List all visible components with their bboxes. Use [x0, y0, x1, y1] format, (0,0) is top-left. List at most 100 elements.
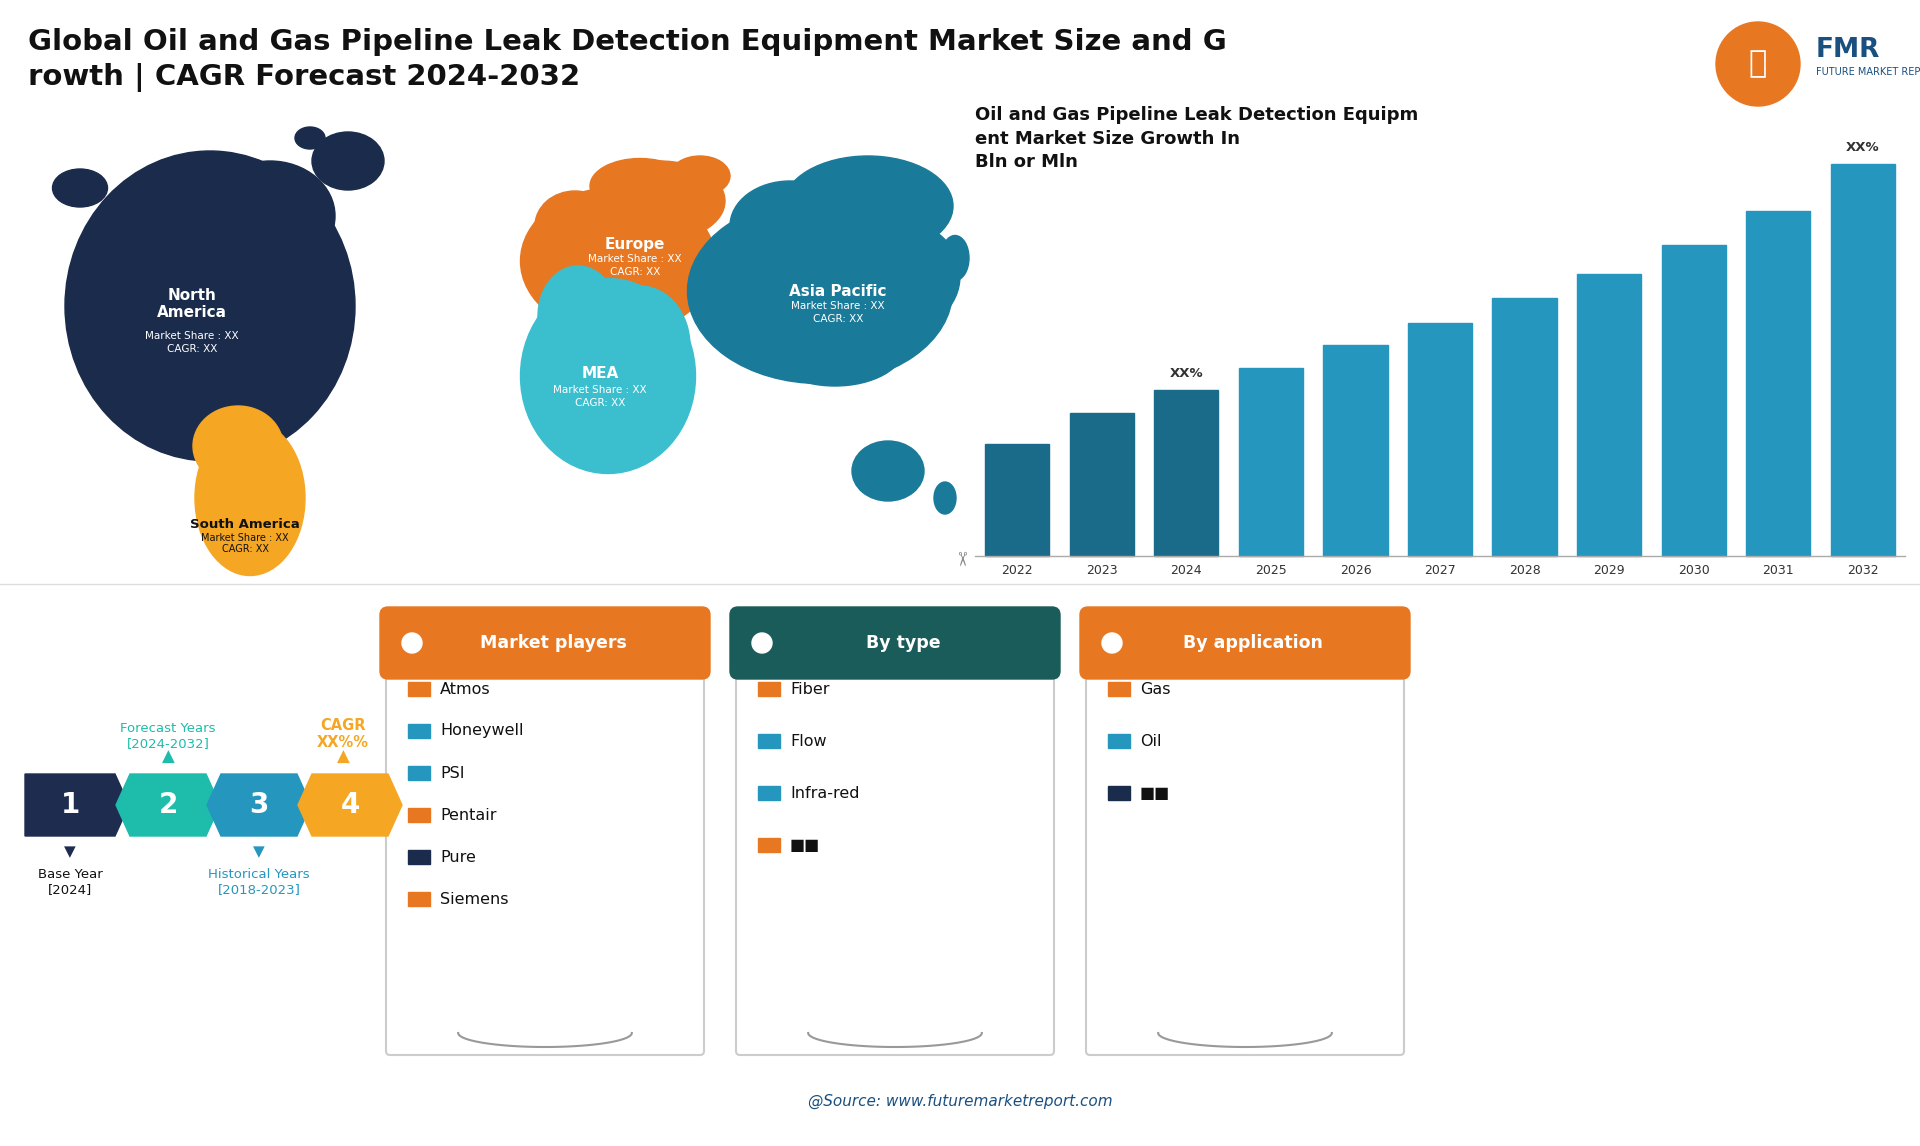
Text: 2025: 2025: [1256, 564, 1286, 576]
Text: 2027: 2027: [1425, 564, 1455, 576]
Ellipse shape: [589, 286, 689, 406]
Ellipse shape: [783, 156, 952, 256]
Circle shape: [1716, 22, 1801, 105]
Text: CAGR: XX: CAGR: XX: [167, 344, 217, 354]
Ellipse shape: [536, 191, 614, 261]
FancyBboxPatch shape: [1108, 682, 1131, 696]
Text: South America: South America: [190, 518, 300, 531]
FancyBboxPatch shape: [1323, 345, 1388, 556]
FancyBboxPatch shape: [1576, 274, 1642, 556]
Text: North
America: North America: [157, 288, 227, 320]
FancyBboxPatch shape: [407, 682, 430, 696]
Text: XX%: XX%: [1169, 367, 1204, 380]
FancyBboxPatch shape: [386, 617, 705, 1055]
Text: @Source: www.futuremarketreport.com: @Source: www.futuremarketreport.com: [808, 1093, 1112, 1108]
FancyBboxPatch shape: [1661, 244, 1726, 556]
Text: Honeywell: Honeywell: [440, 723, 524, 738]
Text: XX%: XX%: [1845, 141, 1880, 154]
Text: 2024: 2024: [1171, 564, 1202, 576]
Text: Oil and Gas Pipeline Leak Detection Equipm
ent Market Size Growth In
Bln or Mln: Oil and Gas Pipeline Leak Detection Equi…: [975, 105, 1419, 171]
FancyBboxPatch shape: [1069, 413, 1135, 556]
FancyBboxPatch shape: [1108, 733, 1131, 748]
Circle shape: [753, 633, 772, 653]
Polygon shape: [298, 774, 401, 835]
Ellipse shape: [81, 201, 180, 351]
Text: 2: 2: [157, 791, 179, 819]
Text: 4: 4: [340, 791, 359, 819]
Text: MEA: MEA: [582, 367, 618, 382]
Circle shape: [401, 633, 422, 653]
Text: ■■: ■■: [789, 838, 820, 853]
Text: Pentair: Pentair: [440, 808, 497, 823]
Text: Infra-red: Infra-red: [789, 785, 860, 801]
Ellipse shape: [941, 235, 970, 281]
Ellipse shape: [520, 187, 716, 335]
Text: ■■: ■■: [1140, 785, 1171, 801]
Text: 2030: 2030: [1678, 564, 1709, 576]
FancyBboxPatch shape: [1492, 298, 1557, 556]
Text: ▲: ▲: [161, 748, 175, 766]
Ellipse shape: [65, 151, 355, 461]
Text: Oil: Oil: [1140, 733, 1162, 748]
Text: Market Share : XX: Market Share : XX: [588, 254, 682, 264]
Text: 2028: 2028: [1509, 564, 1540, 576]
FancyBboxPatch shape: [1079, 607, 1409, 678]
FancyBboxPatch shape: [758, 786, 780, 800]
FancyBboxPatch shape: [1407, 323, 1473, 556]
Text: Atmos: Atmos: [440, 682, 492, 697]
Ellipse shape: [730, 181, 851, 270]
Circle shape: [1102, 633, 1121, 653]
FancyBboxPatch shape: [407, 724, 430, 738]
Text: Market Share : XX: Market Share : XX: [146, 331, 238, 342]
FancyBboxPatch shape: [1745, 211, 1811, 556]
Text: Pure: Pure: [440, 849, 476, 864]
Text: 2031: 2031: [1763, 564, 1793, 576]
Text: 2023: 2023: [1087, 564, 1117, 576]
Text: Siemens: Siemens: [440, 892, 509, 906]
Ellipse shape: [52, 168, 108, 207]
Text: 2022: 2022: [1002, 564, 1033, 576]
Text: FMR: FMR: [1816, 37, 1880, 63]
Polygon shape: [207, 774, 311, 835]
Ellipse shape: [296, 127, 324, 149]
Text: Gas: Gas: [1140, 682, 1171, 697]
Text: Forecast Years
[2024-2032]: Forecast Years [2024-2032]: [121, 722, 215, 749]
Text: 2029: 2029: [1594, 564, 1624, 576]
Text: 2032: 2032: [1847, 564, 1878, 576]
Ellipse shape: [520, 278, 695, 473]
FancyBboxPatch shape: [735, 617, 1054, 1055]
Text: ▼: ▼: [253, 843, 265, 860]
Text: 3: 3: [250, 791, 269, 819]
FancyBboxPatch shape: [758, 682, 780, 696]
Circle shape: [1726, 32, 1789, 96]
Text: CAGR: XX: CAGR: XX: [812, 314, 864, 324]
Text: Global Oil and Gas Pipeline Leak Detection Equipment Market Size and G
rowth | C: Global Oil and Gas Pipeline Leak Detecti…: [29, 28, 1227, 92]
FancyBboxPatch shape: [380, 607, 710, 678]
FancyBboxPatch shape: [1238, 368, 1304, 556]
Ellipse shape: [196, 421, 305, 575]
Ellipse shape: [670, 156, 730, 196]
Text: ▲: ▲: [336, 748, 349, 766]
Text: Market Share : XX: Market Share : XX: [202, 533, 288, 543]
Text: Market Share : XX: Market Share : XX: [791, 301, 885, 311]
Text: ⌖: ⌖: [1749, 49, 1766, 78]
Ellipse shape: [194, 406, 282, 486]
Ellipse shape: [687, 198, 952, 384]
Ellipse shape: [595, 160, 726, 241]
Text: FUTURE MARKET REPORT: FUTURE MARKET REPORT: [1816, 66, 1920, 77]
Text: Fiber: Fiber: [789, 682, 829, 697]
FancyBboxPatch shape: [985, 444, 1050, 556]
Text: CAGR: XX: CAGR: XX: [574, 398, 626, 408]
FancyBboxPatch shape: [730, 607, 1060, 678]
FancyBboxPatch shape: [1154, 390, 1219, 556]
FancyBboxPatch shape: [1830, 164, 1895, 556]
FancyBboxPatch shape: [407, 808, 430, 822]
Ellipse shape: [852, 441, 924, 501]
Text: 1: 1: [60, 791, 79, 819]
Ellipse shape: [205, 160, 334, 270]
FancyBboxPatch shape: [758, 733, 780, 748]
Text: By type: By type: [866, 634, 941, 652]
Text: Asia Pacific: Asia Pacific: [789, 283, 887, 298]
Ellipse shape: [538, 266, 618, 366]
Ellipse shape: [841, 221, 960, 331]
